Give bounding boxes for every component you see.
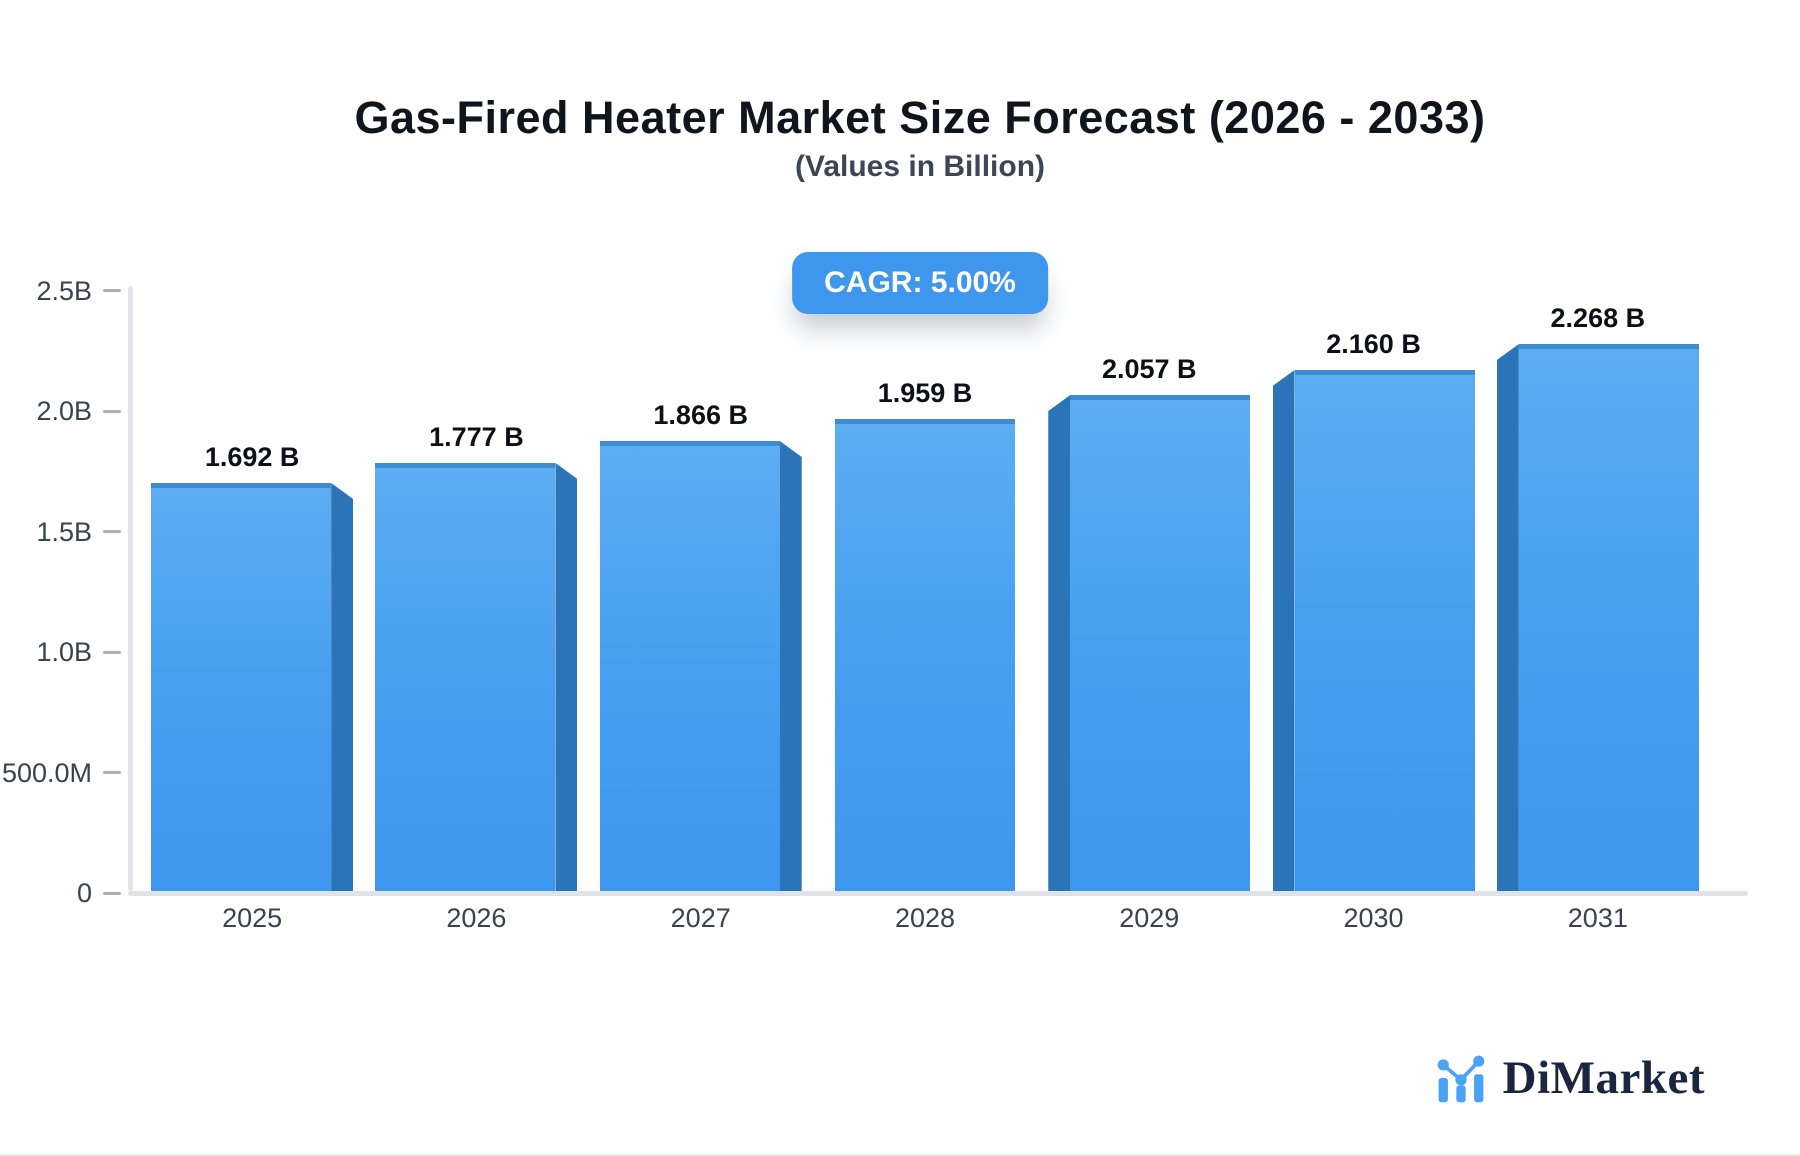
- bar-column-2031: 2.268 B: [1486, 289, 1710, 891]
- x-axis-labels: 2025 2026 2027 2028 2029 2030 2031: [140, 903, 1710, 934]
- bar-side-face: [1048, 395, 1071, 891]
- bar-face: [599, 441, 780, 891]
- bar-column-2029: 2.057 B: [1037, 289, 1261, 891]
- y-tick-label: 1.0B: [36, 637, 92, 667]
- x-axis-line: [128, 891, 1748, 896]
- bar-value-label: 1.692 B: [204, 442, 300, 472]
- dimarket-logo: DiMarket: [1433, 1050, 1705, 1106]
- bar-side-face: [331, 483, 354, 891]
- x-tick-label-2027: 2027: [670, 903, 731, 933]
- chart-subtitle: (Values in Billion): [794, 150, 1046, 183]
- bar: 1.692 B: [151, 442, 354, 891]
- bar-column-2027: 1.866 B: [589, 289, 813, 891]
- dimarket-wordmark: DiMarket: [1502, 1052, 1705, 1104]
- x-tick-label-2031: 2031: [1567, 903, 1628, 933]
- y-axis-line: [128, 286, 133, 891]
- bar-face: [151, 483, 332, 891]
- y-tick-label: 2.5B: [36, 275, 92, 306]
- bar-side-face: [1272, 370, 1295, 891]
- bar-value-label: 1.866 B: [653, 400, 748, 430]
- bars-row: 1.692 B 1.777 B 1.866 B 1.959 B 2.057 B 2.160…: [140, 289, 1710, 891]
- y-tick-dash: [103, 771, 121, 774]
- bar-face: [1294, 370, 1475, 891]
- y-tick-dash: [103, 530, 121, 533]
- page-bottom-border: [0, 1154, 1800, 1156]
- y-tick-label: 0: [76, 878, 92, 908]
- x-tick-label-2028: 2028: [894, 903, 956, 933]
- y-tick-label: 2.0B: [36, 396, 92, 426]
- bar-column-2025: 1.692 B: [140, 289, 364, 891]
- bar-side-face: [779, 441, 802, 891]
- y-tick-dash: [103, 650, 121, 654]
- bar-value-label: 1.959 B: [877, 378, 973, 408]
- bar-face: [834, 419, 1015, 891]
- bar-face: [375, 463, 556, 891]
- y-tick-dash: [103, 289, 121, 292]
- bar-value-label: 2.268 B: [1550, 303, 1646, 333]
- y-tick-dash: [103, 891, 121, 895]
- bar-face: [1070, 395, 1251, 891]
- bar-column-2028: 1.959 B: [813, 289, 1037, 891]
- bar-side-face: [555, 463, 578, 891]
- bar-value-label: 2.057 B: [1101, 354, 1197, 384]
- bar: 2.057 B: [1048, 354, 1251, 891]
- bar-column-2030: 2.160 B: [1261, 289, 1485, 891]
- bar-side-face: [1496, 344, 1519, 891]
- y-tick-dash: [103, 409, 121, 413]
- y-tick-label: 1.5B: [36, 516, 92, 547]
- mini-bar-trend-chart-icon: [1433, 1050, 1489, 1106]
- chart-title: Gas-Fired Heater Market Size Forecast (2…: [354, 92, 1486, 143]
- bar: 2.268 B: [1496, 303, 1699, 891]
- cagr-badge: CAGR: 5.00%: [792, 252, 1048, 314]
- bar-value-label: 1.777 B: [429, 422, 524, 452]
- x-tick-label-2030: 2030: [1343, 903, 1404, 933]
- x-tick-label-2025: 2025: [222, 903, 283, 933]
- bar-value-label: 2.160 B: [1326, 329, 1421, 359]
- x-tick-label-2029: 2029: [1119, 903, 1180, 933]
- bar: 1.959 B: [824, 378, 1026, 891]
- x-tick-label-2026: 2026: [446, 903, 507, 933]
- bar: 1.777 B: [375, 422, 578, 891]
- bar: 2.160 B: [1272, 329, 1475, 891]
- y-tick-label: 500.0M: [1, 757, 92, 788]
- bar-face: [1518, 344, 1699, 891]
- bar: 1.866 B: [599, 400, 802, 891]
- bar-column-2026: 1.777 B: [364, 289, 588, 891]
